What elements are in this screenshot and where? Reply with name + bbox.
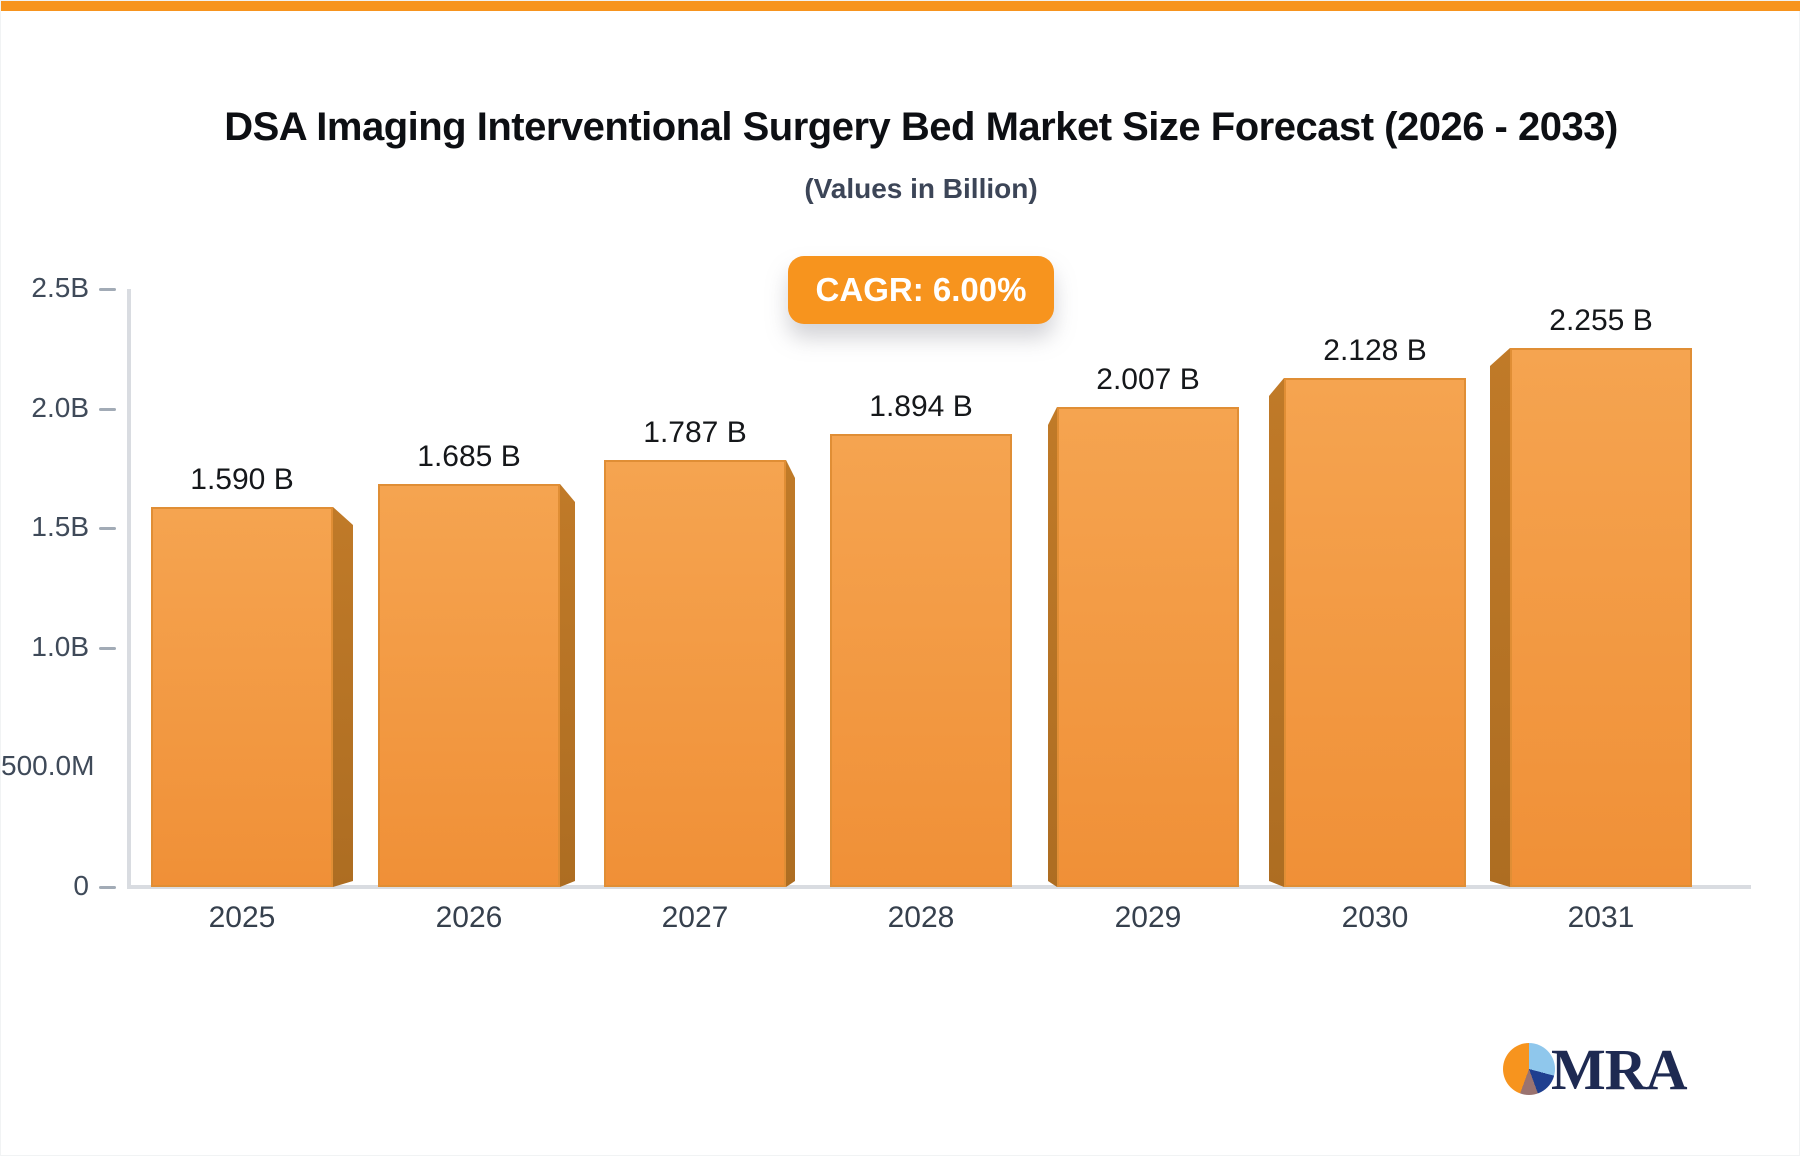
y-axis-tick (99, 527, 116, 531)
bar-value-label: 1.894 B (869, 390, 973, 423)
brand-logo: MRA (1503, 1036, 1688, 1102)
y-axis-label: 1.5B (31, 511, 89, 543)
x-axis-label: 2029 (1114, 901, 1182, 934)
x-axis-label: 2026 (435, 901, 503, 934)
x-axis-label: 2027 (661, 901, 729, 934)
y-axis-tick (99, 886, 116, 889)
cagr-badge-label: CAGR: 6.00% (815, 271, 1027, 308)
bar (1057, 407, 1239, 887)
x-axis-label: 2025 (208, 901, 276, 934)
bar-3d-side (1490, 348, 1510, 887)
pie-chart-icon (1503, 1043, 1555, 1095)
bar-value-label: 1.787 B (643, 416, 747, 449)
bar-3d-side (560, 484, 575, 887)
y-axis-label: 2.0B (31, 391, 89, 423)
bar-3d-side (333, 507, 353, 887)
bar (1510, 348, 1692, 887)
x-axis-label: 2028 (887, 901, 955, 934)
bar-value-label: 1.590 B (190, 463, 294, 496)
y-axis-line (127, 289, 131, 889)
bar-3d-side (1269, 378, 1284, 887)
y-axis-label: 1.0B (31, 630, 89, 662)
chart-title: DSA Imaging Interventional Surgery Bed M… (224, 105, 1618, 149)
bar-3d-side (786, 460, 795, 887)
bar-value-label: 2.255 B (1549, 304, 1653, 337)
chart-subtitle: (Values in Billion) (804, 173, 1038, 204)
y-axis-tick (99, 646, 116, 650)
bar (151, 507, 333, 887)
bar-3d-side (1048, 407, 1057, 887)
bar (1284, 378, 1466, 887)
y-axis-label: 0 (73, 870, 89, 901)
bar-value-label: 2.007 B (1096, 363, 1200, 396)
y-axis-tick (99, 288, 116, 291)
y-axis-label: 2.5B (31, 272, 89, 303)
brand-logo-text: MRA (1551, 1036, 1688, 1102)
bar-value-label: 2.128 B (1323, 334, 1427, 367)
y-axis-tick (99, 407, 116, 411)
x-axis-label: 2031 (1567, 901, 1635, 934)
x-axis-line (127, 885, 1751, 889)
cagr-badge: CAGR: 6.00% (788, 256, 1054, 324)
bar (604, 460, 786, 887)
y-axis-label: 500.0M (1, 750, 95, 782)
bar-value-label: 1.685 B (417, 440, 521, 473)
x-axis-label: 2030 (1341, 901, 1409, 934)
top-accent-bar (1, 1, 1800, 11)
bar (378, 484, 560, 887)
bar (830, 434, 1012, 887)
